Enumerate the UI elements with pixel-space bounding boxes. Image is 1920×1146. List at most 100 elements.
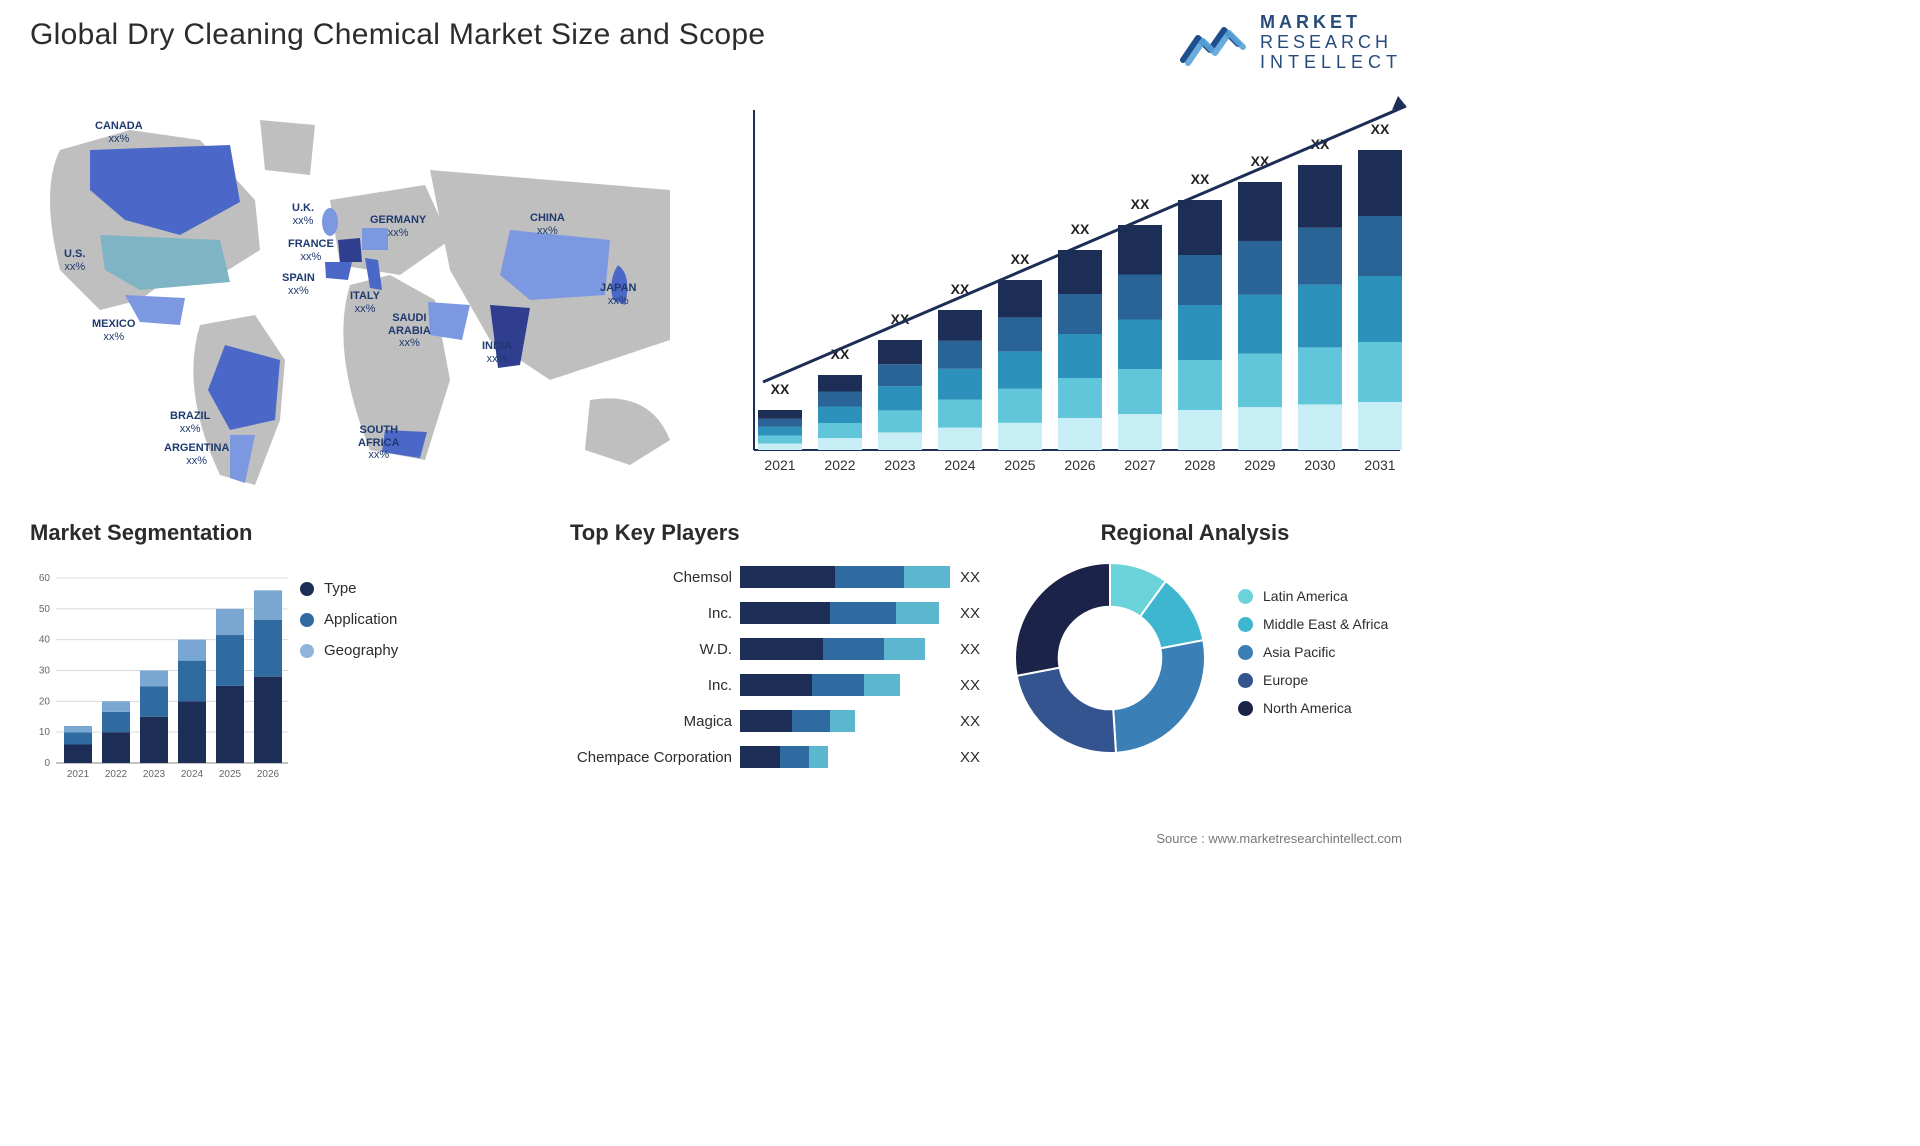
logo-icon	[1180, 18, 1248, 66]
segmentation-chart: 0 10 20 30 40 50 60 2021 2022 2023 2024 2025 2026	[30, 558, 290, 788]
svg-text:30: 30	[39, 666, 51, 677]
player-name: Inc.	[570, 605, 740, 622]
logo-line-3: INTELLECT	[1260, 52, 1402, 72]
map-label-u-k-: U.K.xx%	[292, 202, 314, 227]
svg-text:2026: 2026	[257, 769, 280, 780]
legend-label: Europe	[1263, 672, 1308, 688]
segmentation-section: Market Segmentation 0 10 20 30 40 50 60 2021 202…	[30, 520, 480, 788]
legend-dot-icon	[1238, 617, 1253, 632]
logo-line-2: RESEARCH	[1260, 32, 1402, 52]
map-label-argentina: ARGENTINAxx%	[164, 442, 229, 467]
svg-text:2026: 2026	[1064, 457, 1095, 473]
player-bar	[740, 710, 950, 732]
page-title: Global Dry Cleaning Chemical Market Size…	[30, 18, 765, 52]
logo-line-1: MARKET	[1260, 12, 1402, 32]
svg-text:50: 50	[39, 604, 51, 615]
map-label-france: FRANCExx%	[288, 238, 334, 263]
svg-text:0: 0	[44, 758, 50, 769]
map-label-canada: CANADAxx%	[95, 120, 143, 145]
market-size-bar-chart: XX2021XX2022XX2023XX2024XX2025XX2026XX20…	[740, 90, 1410, 490]
legend-label: Application	[324, 611, 397, 628]
svg-text:40: 40	[39, 635, 51, 646]
market-size-bar-chart-svg: XX2021XX2022XX2023XX2024XX2025XX2026XX20…	[740, 90, 1410, 490]
regional-heading: Regional Analysis	[980, 520, 1410, 546]
regional-legend-item: Middle East & Africa	[1238, 616, 1388, 632]
player-bar	[740, 602, 950, 624]
svg-text:2025: 2025	[1004, 457, 1035, 473]
legend-dot-icon	[1238, 645, 1253, 660]
svg-text:XX: XX	[1131, 196, 1150, 212]
map-label-u-s-: U.S.xx%	[64, 248, 85, 273]
player-row: Magica XX	[570, 708, 990, 734]
legend-label: Middle East & Africa	[1263, 616, 1388, 632]
player-row: Chempace Corporation XX	[570, 744, 990, 770]
player-name: W.D.	[570, 641, 740, 658]
key-players-chart: ChemsolXXInc.XXW.D.XXInc.XXMagicaXXChemp…	[570, 564, 990, 770]
player-row: W.D. XX	[570, 636, 990, 662]
world-map: CANADAxx%U.S.xx%MEXICOxx%BRAZILxx%ARGENT…	[30, 90, 690, 490]
map-label-south-africa: SOUTHAFRICAxx%	[358, 424, 400, 462]
source-text: Source : www.marketresearchintellect.com	[1156, 831, 1402, 846]
svg-text:XX: XX	[1071, 221, 1090, 237]
svg-text:2029: 2029	[1244, 457, 1275, 473]
player-value: XX	[960, 641, 980, 658]
legend-dot-icon	[300, 613, 314, 627]
legend-dot-icon	[300, 644, 314, 658]
svg-text:20: 20	[39, 696, 51, 707]
legend-dot-icon	[1238, 589, 1253, 604]
regional-legend-item: Latin America	[1238, 588, 1388, 604]
svg-text:2022: 2022	[105, 769, 128, 780]
player-name: Chempace Corporation	[570, 749, 740, 766]
brand-logo: MARKET RESEARCH INTELLECT	[1180, 12, 1402, 72]
svg-text:XX: XX	[1191, 171, 1210, 187]
player-value: XX	[960, 605, 980, 622]
player-value: XX	[960, 569, 980, 586]
legend-dot-icon	[1238, 701, 1253, 716]
regional-legend-item: Europe	[1238, 672, 1388, 688]
svg-text:2027: 2027	[1124, 457, 1155, 473]
segmentation-legend-item: Type	[300, 580, 398, 597]
svg-text:2021: 2021	[764, 457, 795, 473]
player-name: Chemsol	[570, 569, 740, 586]
player-name: Inc.	[570, 677, 740, 694]
svg-text:2025: 2025	[219, 769, 242, 780]
regional-donut	[1010, 558, 1210, 758]
legend-label: Geography	[324, 642, 398, 659]
player-row: Inc. XX	[570, 600, 990, 626]
svg-text:2022: 2022	[824, 457, 855, 473]
player-row: Inc.XX	[570, 672, 990, 698]
segmentation-legend-item: Application	[300, 611, 398, 628]
map-label-saudi-arabia: SAUDIARABIAxx%	[388, 312, 431, 350]
player-name: Magica	[570, 713, 740, 730]
svg-text:2023: 2023	[143, 769, 166, 780]
svg-text:2030: 2030	[1304, 457, 1335, 473]
player-bar	[740, 746, 950, 768]
key-players-heading: Top Key Players	[570, 520, 990, 546]
map-label-spain: SPAINxx%	[282, 272, 315, 297]
map-label-china: CHINAxx%	[530, 212, 565, 237]
key-players-section: Top Key Players ChemsolXXInc.XXW.D.XXInc…	[570, 520, 990, 780]
player-bar	[740, 566, 950, 588]
segmentation-legend-item: Geography	[300, 642, 398, 659]
map-label-italy: ITALYxx%	[350, 290, 380, 315]
legend-dot-icon	[300, 582, 314, 596]
legend-label: Latin America	[1263, 588, 1348, 604]
regional-legend-item: North America	[1238, 700, 1388, 716]
svg-text:10: 10	[39, 727, 51, 738]
regional-legend: Latin America Middle East & Africa Asia Pa…	[1238, 588, 1388, 728]
player-value: XX	[960, 713, 980, 730]
svg-text:2024: 2024	[181, 769, 204, 780]
svg-text:2031: 2031	[1364, 457, 1395, 473]
player-row: Chemsol XX	[570, 564, 990, 590]
legend-label: Asia Pacific	[1263, 644, 1335, 660]
regional-legend-item: Asia Pacific	[1238, 644, 1388, 660]
svg-text:2021: 2021	[67, 769, 90, 780]
map-label-germany: GERMANYxx%	[370, 214, 426, 239]
regional-section: Regional Analysis Latin AmericaMiddle Ea…	[1010, 520, 1410, 758]
segmentation-heading: Market Segmentation	[30, 520, 480, 546]
svg-text:2024: 2024	[944, 457, 975, 473]
map-label-japan: JAPANxx%	[600, 282, 636, 307]
svg-text:60: 60	[39, 573, 51, 584]
legend-label: Type	[324, 580, 357, 597]
player-value: XX	[960, 749, 980, 766]
